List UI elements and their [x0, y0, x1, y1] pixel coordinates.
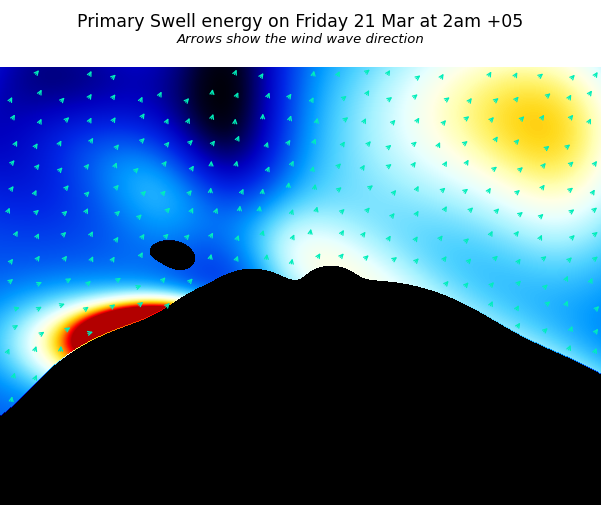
- Text: Arrows show the wind wave direction: Arrows show the wind wave direction: [177, 33, 424, 46]
- Text: Primary Swell energy on Friday 21 Mar at 2am +05: Primary Swell energy on Friday 21 Mar at…: [78, 13, 523, 31]
